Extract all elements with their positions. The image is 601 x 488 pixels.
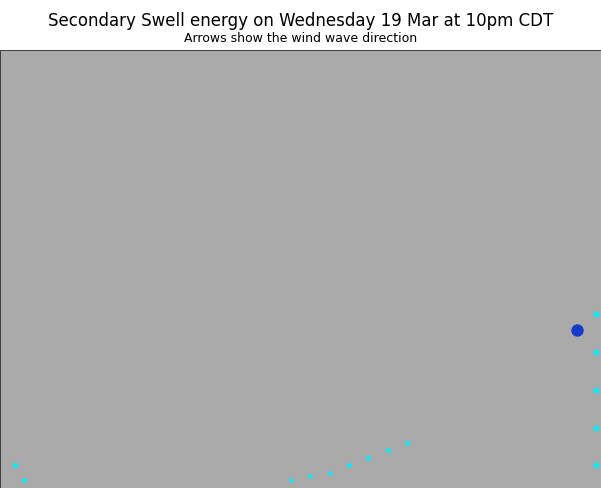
Point: [325, 469, 334, 477]
Text: Secondary Swell energy on Wednesday 19 Mar at 10pm CDT: Secondary Swell energy on Wednesday 19 M…: [48, 12, 553, 30]
Text: Arrows show the wind wave direction: Arrows show the wind wave direction: [184, 32, 417, 45]
Point: [591, 462, 601, 469]
Point: [344, 462, 354, 469]
Point: [364, 454, 373, 462]
Point: [383, 447, 392, 454]
Point: [591, 386, 601, 394]
Point: [286, 477, 296, 485]
Point: [402, 439, 412, 447]
Point: [572, 326, 582, 334]
Point: [591, 424, 601, 432]
Point: [19, 477, 29, 485]
Point: [591, 348, 601, 356]
Point: [305, 472, 315, 480]
Point: [591, 311, 601, 319]
Point: [10, 462, 19, 469]
